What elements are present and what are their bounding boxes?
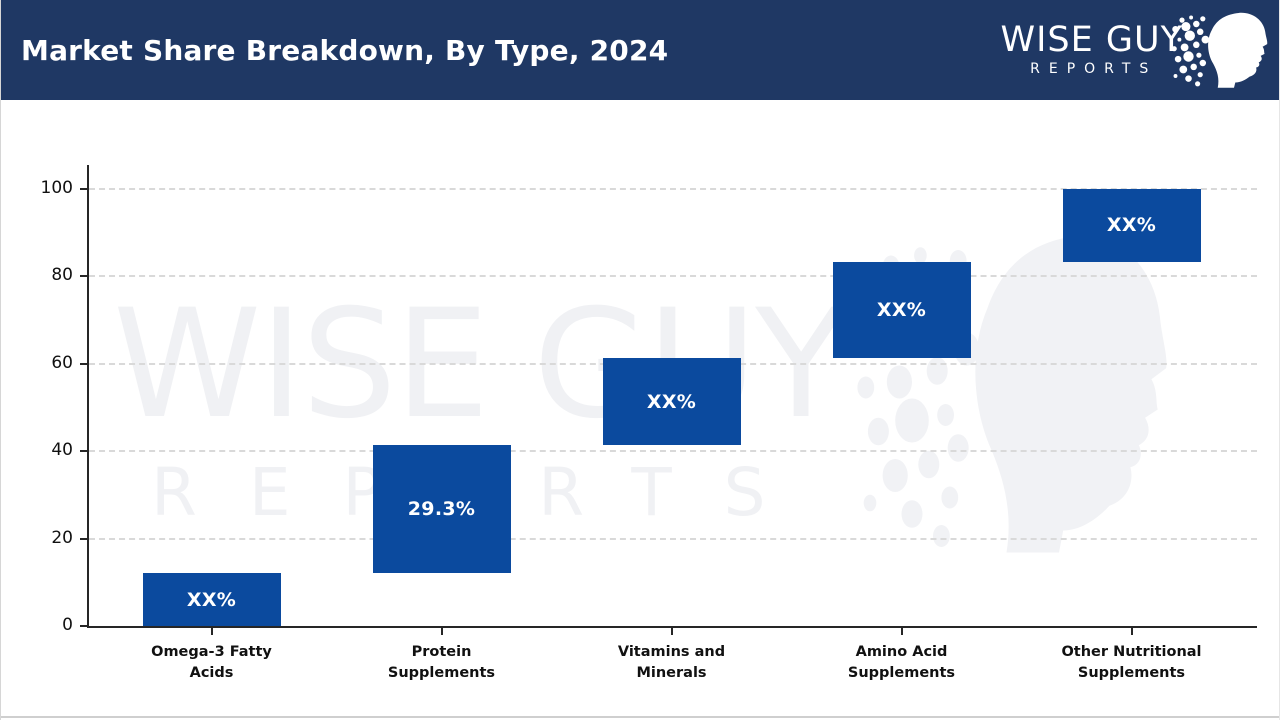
x-axis-tick xyxy=(1130,628,1133,635)
bar-value-label: 29.3% xyxy=(407,497,476,520)
brand-name: WISE GUY xyxy=(1000,20,1183,60)
y-axis-tick-label: 0 xyxy=(62,615,73,635)
y-axis-tick xyxy=(80,537,89,540)
x-axis-tick xyxy=(210,628,213,635)
y-axis-tick-label: 20 xyxy=(51,527,73,548)
y-gridline xyxy=(89,187,1257,190)
waterfall-bar: XX% xyxy=(602,358,741,445)
y-gridline xyxy=(89,450,1257,452)
waterfall-bar: XX% xyxy=(142,573,281,626)
bar-value-label: XX% xyxy=(1106,214,1157,237)
category-label-line: Supplements xyxy=(1077,665,1186,681)
header: Market Share Breakdown, By Type, 2024 WI… xyxy=(1,0,1279,100)
category-label-line: Supplements xyxy=(847,665,956,681)
chart-title: Market Share Breakdown, By Type, 2024 xyxy=(21,33,669,67)
brand-logo: WISE GUY REPORTS xyxy=(1000,11,1279,89)
category-label: Other Nutritional Supplements xyxy=(1022,642,1242,684)
y-axis-tick xyxy=(80,625,89,627)
chart-canvas: WISE GUY REPORTS 020406080100XX%Omega-3 … xyxy=(1,100,1279,720)
category-label-line: Amino Acid xyxy=(855,644,948,660)
y-gridline xyxy=(89,537,1257,540)
category-label-line: Minerals xyxy=(636,665,707,681)
category-label: Vitamins and Minerals xyxy=(562,642,782,684)
y-axis-line xyxy=(87,165,89,628)
waterfall-bar: XX% xyxy=(832,262,971,359)
x-axis-line xyxy=(87,626,1257,628)
y-axis-tick-label: 80 xyxy=(51,265,73,285)
waterfall-bar: 29.3% xyxy=(372,444,511,574)
brand-wordmark: WISE GUY REPORTS xyxy=(1000,20,1183,78)
brand-subtext: REPORTS xyxy=(1030,61,1158,77)
x-axis-tick xyxy=(900,628,903,635)
bar-value-label: XX% xyxy=(646,390,697,413)
x-axis-tick xyxy=(440,628,443,635)
y-axis-tick xyxy=(80,187,89,190)
category-label-line: Protein xyxy=(411,644,472,660)
y-axis-tick xyxy=(80,450,89,452)
y-axis-tick-label: 60 xyxy=(51,352,73,373)
x-axis-tick xyxy=(670,628,673,635)
y-axis-tick-label: 40 xyxy=(51,440,73,460)
y-axis-tick-label: 100 xyxy=(40,177,73,198)
bar-value-label: XX% xyxy=(186,588,237,611)
category-label: Omega-3 Fatty Acids xyxy=(102,642,322,684)
category-label: Protein Supplements xyxy=(332,642,552,684)
category-label-line: Acids xyxy=(189,665,234,681)
category-label-line: Omega-3 Fatty xyxy=(151,644,272,660)
bar-value-label: XX% xyxy=(876,299,927,322)
logo-face-icon xyxy=(1171,12,1268,88)
y-gridline xyxy=(89,275,1257,277)
y-axis-tick xyxy=(80,275,89,277)
waterfall-bar: XX% xyxy=(1062,188,1201,263)
y-axis-tick xyxy=(80,362,89,365)
page-bottom-rule xyxy=(1,716,1279,718)
category-label-line: Vitamins and xyxy=(617,644,726,660)
category-label-line: Other Nutritional xyxy=(1061,644,1202,660)
category-label-line: Supplements xyxy=(387,665,496,681)
category-label: Amino Acid Supplements xyxy=(792,642,1012,684)
